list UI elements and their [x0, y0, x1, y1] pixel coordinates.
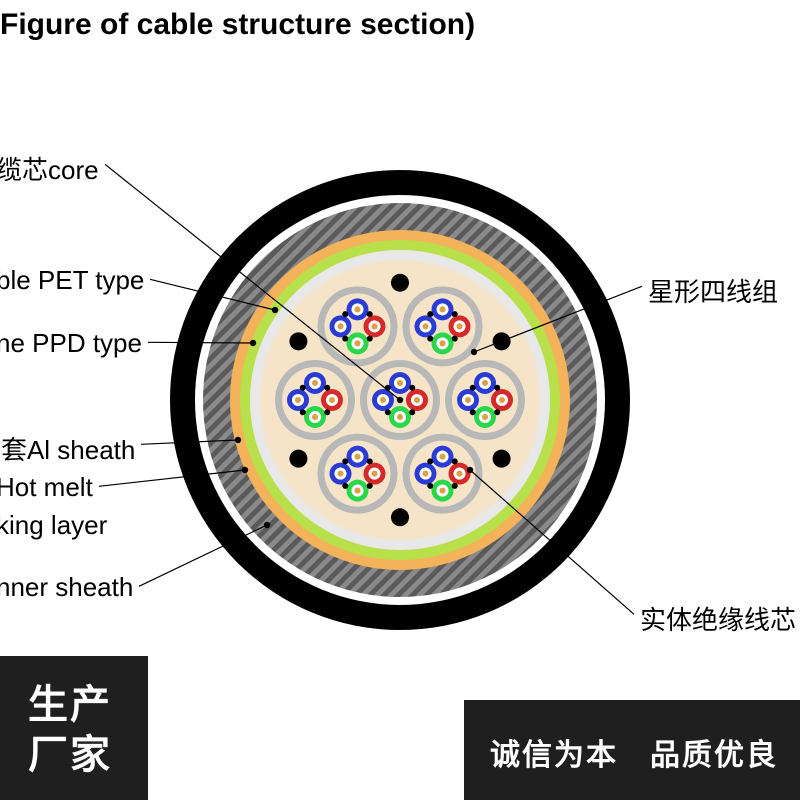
label-core: 缆芯core	[0, 150, 99, 187]
label-ppd: ne PPD type	[0, 328, 142, 359]
label-king-layer: king layer	[0, 510, 107, 541]
label-pet: ble PET type	[0, 265, 144, 296]
label-star-quad: 星形四线组	[648, 272, 778, 309]
label-al-sheath: '套Al sheath	[0, 430, 135, 467]
watermark-bl-line2: 厂家	[28, 730, 112, 780]
label-hot-melt: Hot melt	[0, 472, 93, 503]
label-solid-core: 实体绝缘线芯	[640, 600, 796, 637]
watermark-bottom-left: 生产 厂家	[0, 656, 148, 800]
label-inner-sheath: nner sheath	[0, 572, 133, 603]
page: { "title": {"text":"Figure of cable stru…	[0, 0, 800, 800]
watermark-bl-line1: 生产	[28, 680, 112, 730]
watermark-bottom-right: 诚信为本 品质优良	[464, 700, 800, 800]
